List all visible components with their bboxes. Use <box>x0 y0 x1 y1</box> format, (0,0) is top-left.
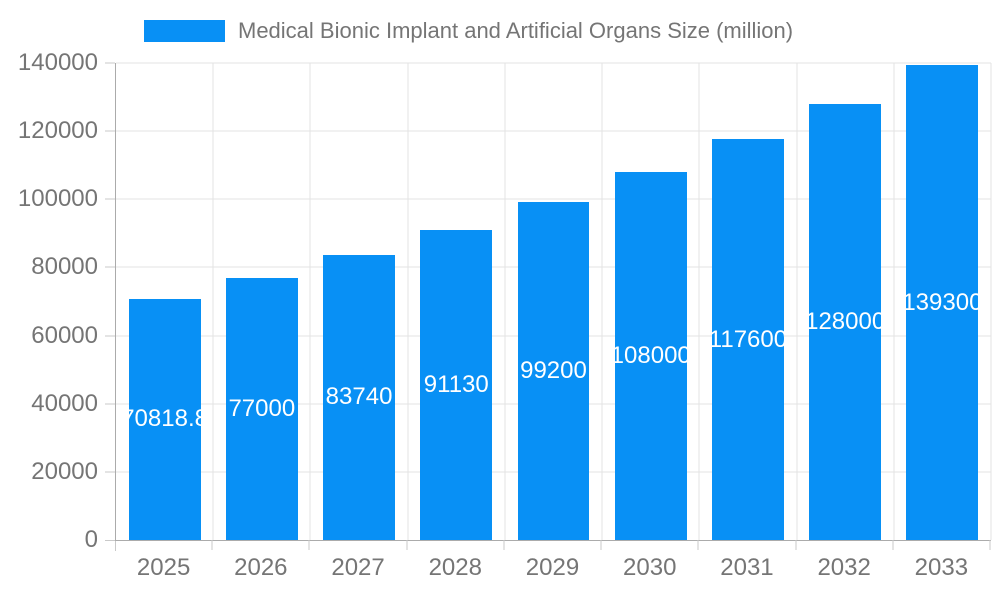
bar-value-label: 99200 <box>520 357 587 384</box>
legend-swatch <box>144 20 225 42</box>
bar-value-label: 70818.8 <box>129 405 201 433</box>
x-tick <box>600 540 602 550</box>
v-gridline <box>601 63 603 540</box>
bar-value-label: 91130 <box>423 370 489 398</box>
y-tick-label: 120000 <box>17 117 98 145</box>
y-tick-label: 40000 <box>31 389 98 417</box>
bar-2029[interactable]: 99200 <box>517 202 590 540</box>
bar-2027[interactable]: 83740 <box>323 254 396 540</box>
x-tick-label: 2032 <box>817 554 871 581</box>
v-gridline <box>796 63 798 540</box>
y-tick <box>105 266 115 268</box>
v-gridline <box>990 63 992 540</box>
bar-value-label: 77000 <box>228 394 296 422</box>
y-tick <box>105 471 115 473</box>
x-tick-label: 2025 <box>136 554 191 581</box>
y-axis-ticks <box>105 62 115 540</box>
x-tick <box>211 540 213 550</box>
y-tick-label: 80000 <box>31 253 98 281</box>
bar-value-label: 108000 <box>614 342 687 370</box>
v-gridline <box>309 63 311 540</box>
y-tick-label: 0 <box>84 526 98 553</box>
x-tick <box>406 540 408 550</box>
y-tick <box>105 403 115 405</box>
v-gridline <box>893 63 895 540</box>
h-gridline <box>116 130 991 132</box>
y-tick <box>105 335 115 337</box>
bar-value-label: 117600 <box>711 325 784 353</box>
h-gridline <box>116 198 991 200</box>
legend: Medical Bionic Implant and Artificial Or… <box>144 18 793 44</box>
bar-2031[interactable]: 117600 <box>711 139 784 540</box>
v-gridline <box>407 63 409 540</box>
x-tick-label: 2033 <box>914 554 969 581</box>
bar-2033[interactable]: 139300 <box>906 65 979 540</box>
bar-2030[interactable]: 108000 <box>614 172 687 540</box>
chart-title: Medical Bionic Implant and Artificial Or… <box>238 18 794 43</box>
x-tick-label: 2031 <box>720 554 774 581</box>
y-tick <box>105 130 115 132</box>
x-tick-label: 2028 <box>428 554 482 581</box>
v-gridline <box>698 63 700 540</box>
bar-value-label: 139300 <box>906 288 979 316</box>
x-axis-ticks <box>115 540 991 550</box>
x-tick <box>503 540 505 550</box>
plot-area: 70818.8 77000 83740 91130 99200 108000 117600 1… <box>105 62 992 551</box>
x-tick-label: 2030 <box>623 554 677 581</box>
y-tick-label: 20000 <box>31 457 98 485</box>
x-tick-label: 2026 <box>234 554 288 581</box>
y-tick-label: 140000 <box>17 49 98 76</box>
bar-value-label: 128000 <box>809 307 882 335</box>
v-gridline <box>212 63 214 540</box>
bar-value-label: 83740 <box>325 383 393 411</box>
v-gridline <box>504 63 506 540</box>
y-tick-label: 60000 <box>31 321 98 349</box>
bars: 70818.8 77000 83740 91130 99200 108000 117600 1… <box>116 63 991 540</box>
x-tick <box>892 540 894 550</box>
y-tick-label: 100000 <box>17 185 98 213</box>
x-tick-label: 2027 <box>331 554 385 581</box>
bar-2025[interactable]: 70818.8 <box>128 298 201 540</box>
x-tick <box>989 540 991 550</box>
bar-2028[interactable]: 91130 <box>420 229 493 540</box>
y-tick <box>105 198 115 200</box>
x-tick-label: 2029 <box>525 554 580 581</box>
x-axis-labels: 2025 2026 2027 2028 2029 2030 2031 2032 2033 <box>115 554 990 594</box>
y-axis-labels: 0 20000 40000 60000 80000 100000 120000 140000 <box>0 51 98 552</box>
x-tick <box>697 540 699 550</box>
y-tick <box>105 62 115 64</box>
x-tick <box>795 540 797 550</box>
bar-2032[interactable]: 128000 <box>809 103 882 540</box>
bar-2026[interactable]: 77000 <box>225 277 298 540</box>
h-gridline <box>116 62 991 64</box>
x-tick <box>308 540 310 550</box>
